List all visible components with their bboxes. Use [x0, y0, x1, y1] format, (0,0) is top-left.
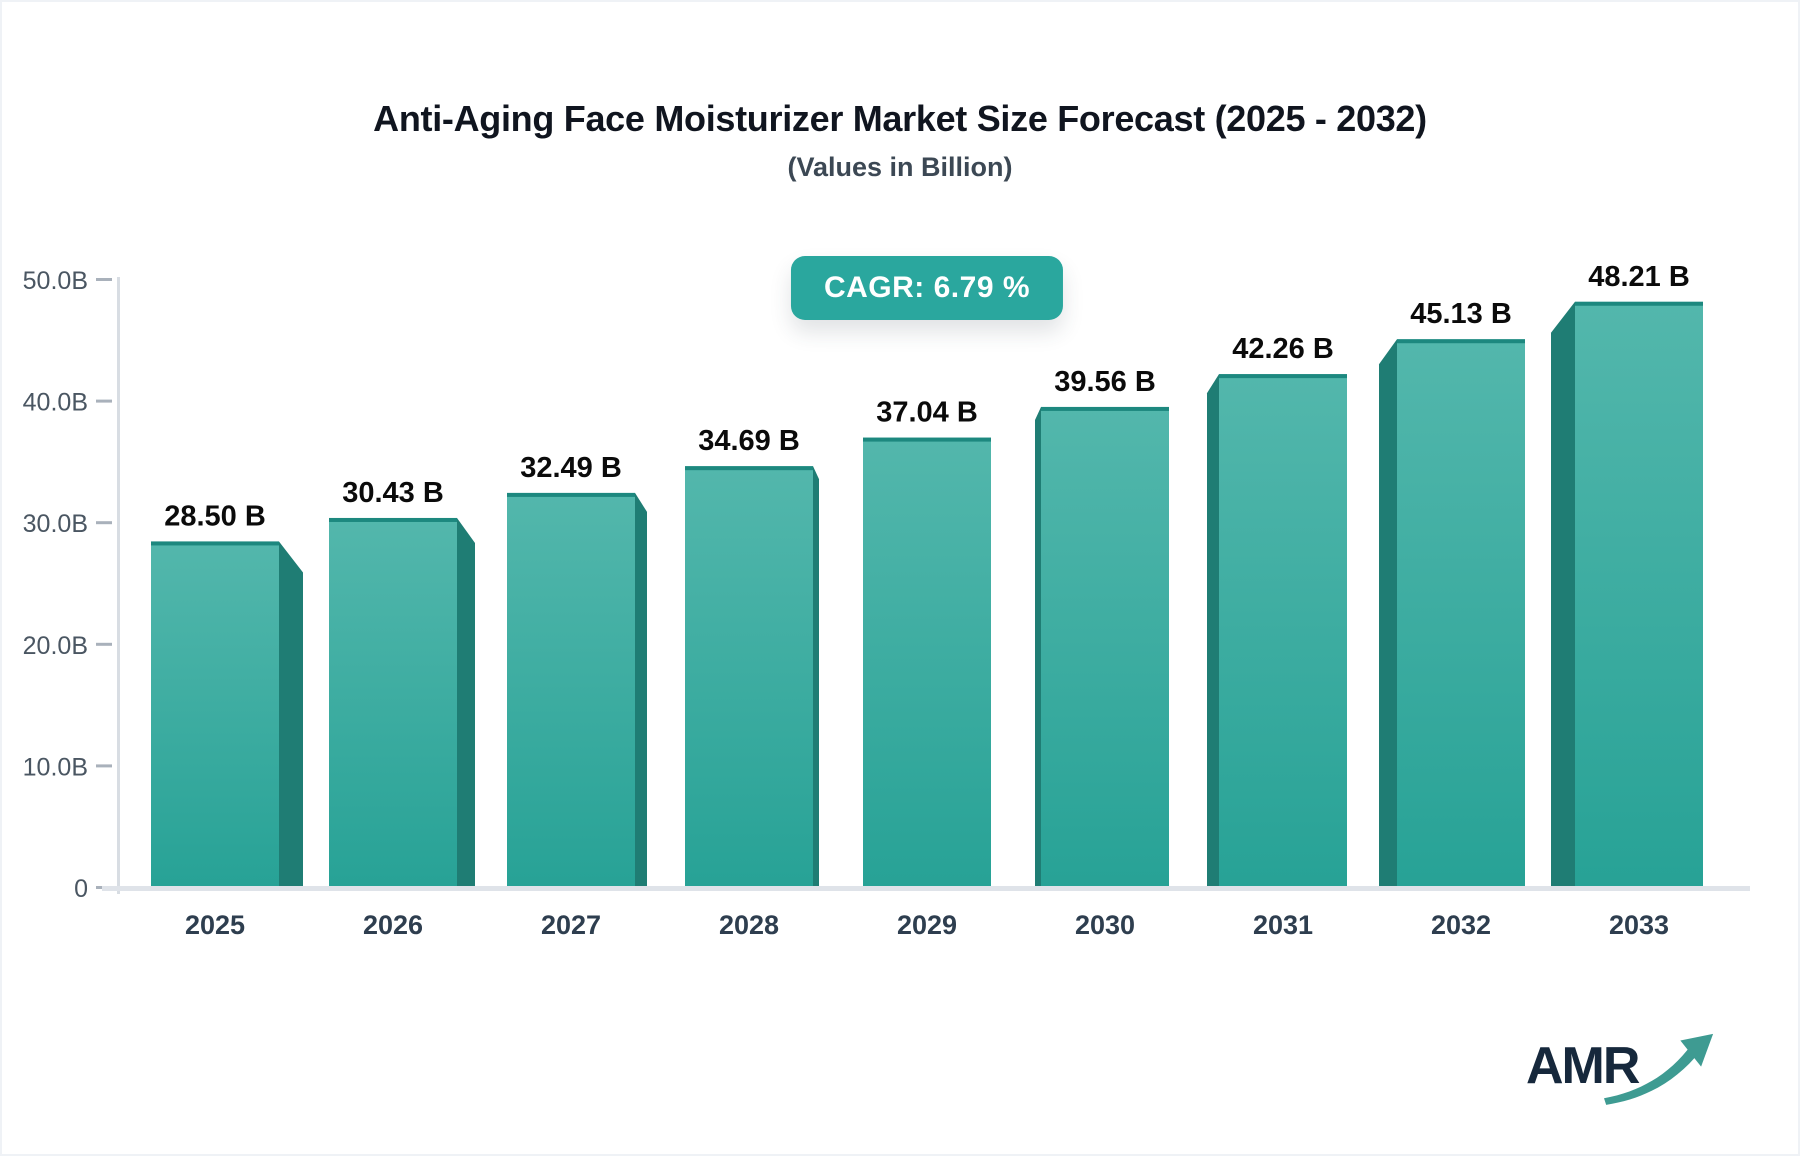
cagr-badge: CAGR: 6.79 %: [790, 256, 1064, 320]
x-tick-label-2026: 2026: [363, 910, 423, 940]
bar-2025: [151, 541, 279, 888]
bar-side-2028: [813, 466, 819, 888]
bar-side-2033: [1551, 301, 1575, 889]
bar-2030: [1041, 406, 1169, 888]
value-label-2032: 45.13 B: [1410, 298, 1512, 330]
bar-2033: [1575, 301, 1703, 889]
value-label-2029: 37.04 B: [876, 397, 978, 429]
bar-top-edge-2025: [151, 541, 279, 546]
chart-subtitle: (Values in Billion): [787, 152, 1013, 182]
value-label-2026: 30.43 B: [342, 477, 444, 509]
x-tick-label-2025: 2025: [185, 910, 245, 940]
amr-logo: AMR: [1526, 1033, 1736, 1116]
y-axis-line: [117, 277, 120, 894]
value-label-2033: 48.21 B: [1588, 261, 1690, 293]
value-label-2030: 39.56 B: [1054, 366, 1156, 398]
value-label-2031: 42.26 B: [1232, 333, 1334, 365]
y-tick-mark: [96, 399, 112, 403]
x-axis-line: [102, 886, 1750, 891]
x-tick-label-2027: 2027: [541, 910, 601, 940]
y-tick-label: 10.0B: [23, 753, 88, 781]
bar-top-edge-2033: [1575, 301, 1703, 306]
bar-side-2026: [457, 517, 475, 888]
amr-logo-text: AMR: [1526, 1037, 1640, 1095]
y-tick-mark: [96, 764, 112, 768]
bar-top-edge-2028: [685, 466, 813, 471]
y-tick-mark: [96, 642, 112, 646]
y-tick-mark: [96, 521, 112, 525]
y-tick-label: 0: [74, 875, 88, 903]
x-tick-label-2032: 2032: [1431, 910, 1491, 940]
bar-2027: [507, 492, 635, 888]
bar-top-edge-2030: [1041, 406, 1169, 411]
x-tick-label-2028: 2028: [719, 910, 779, 940]
value-label-2027: 32.49 B: [520, 452, 622, 484]
x-tick-label-2030: 2030: [1075, 910, 1135, 940]
x-tick-label-2029: 2029: [897, 910, 957, 940]
bar-2026: [329, 517, 457, 888]
bar-top-edge-2032: [1397, 339, 1525, 344]
bar-2032: [1397, 339, 1525, 888]
value-label-2025: 28.50 B: [164, 500, 266, 532]
x-tick-label-2031: 2031: [1253, 910, 1313, 940]
growth-arrow-icon: [1604, 1033, 1714, 1105]
bar-top-edge-2027: [507, 492, 635, 497]
bar-2028: [685, 466, 813, 888]
bar-top-edge-2031: [1219, 374, 1347, 379]
y-tick-label: 50.0B: [23, 267, 88, 295]
bar-top-edge-2029: [863, 437, 991, 442]
y-tick-label: 30.0B: [23, 510, 88, 538]
value-label-2028: 34.69 B: [698, 425, 800, 457]
bar-top-edge-2026: [329, 517, 457, 522]
bar-side-2031: [1207, 374, 1219, 888]
x-tick-label-2033: 2033: [1609, 910, 1669, 940]
bar-side-2032: [1379, 339, 1397, 888]
chart-title: Anti-Aging Face Moisturizer Market Size …: [373, 98, 1427, 139]
bar-side-2027: [635, 492, 647, 888]
y-tick-label: 40.0B: [23, 389, 88, 417]
bar-side-2025: [279, 541, 303, 888]
y-tick-label: 20.0B: [23, 632, 88, 660]
y-tick-mark: [96, 278, 112, 281]
bar-side-2030: [1035, 406, 1041, 888]
bar-2029: [863, 437, 991, 888]
bar-2031: [1219, 374, 1347, 888]
